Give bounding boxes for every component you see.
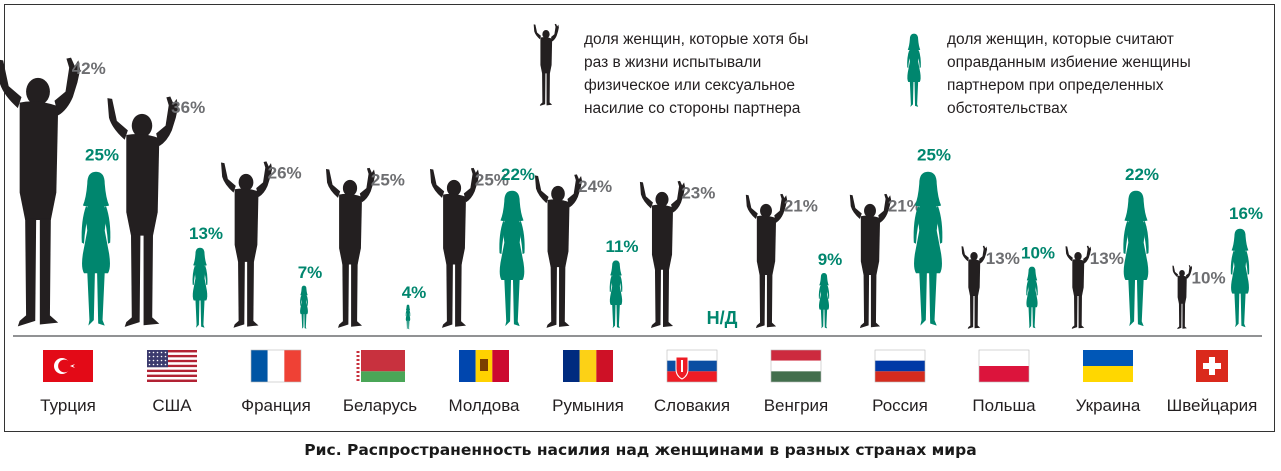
flag-slovakia-icon [666, 349, 718, 383]
data-label-violence-turkey: 42% [72, 59, 106, 78]
data-label-violence-russia: 21% [888, 196, 922, 215]
data-label-violence-ukraine: 13% [1090, 249, 1124, 268]
country-label-belarus: Беларусь [342, 396, 418, 415]
bar-justified-hungary [818, 273, 830, 329]
bar-justified-romania [609, 260, 623, 329]
flag-switzerland-icon [1196, 350, 1228, 382]
data-label-justified-moldova: 22% [501, 165, 535, 184]
bar-violence-belarus [325, 167, 376, 328]
flag-russia-icon [874, 349, 926, 383]
country-label-russia: Россия [872, 396, 928, 415]
bar-violence-hungary [745, 193, 788, 329]
flag-ukraine-icon [1083, 350, 1133, 382]
country-label-ukraine: Украина [1075, 396, 1141, 415]
bar-violence-moldova [429, 167, 480, 328]
country-label-france: Франция [241, 396, 311, 415]
data-label-violence-romania: 24% [578, 177, 612, 196]
bar-violence-turkey [0, 57, 81, 327]
data-label-violence-switzerland: 10% [1192, 269, 1226, 288]
bar-justified-usa [192, 247, 208, 328]
country-label-slovakia: Словакия [653, 396, 731, 415]
data-label-violence-slovakia: 23% [681, 183, 715, 202]
flag-romania-icon [563, 350, 613, 382]
bar-justified-belarus [405, 304, 411, 330]
country-label-moldova: Молдова [448, 396, 520, 415]
bar-justified-moldova [499, 190, 525, 327]
data-label-violence-moldova: 25% [475, 170, 509, 189]
flag-usa-icon [147, 350, 197, 382]
data-label-violence-poland: 13% [986, 249, 1020, 268]
flag-belarus-icon [355, 350, 405, 382]
data-label-justified-slovakia: Н/Д [707, 308, 738, 328]
chart-caption: Рис. Распространенность насилия над женщ… [304, 441, 977, 459]
flag-poland-icon [978, 349, 1030, 383]
data-label-justified-poland: 10% [1021, 244, 1055, 263]
legend-man-icon [533, 23, 559, 106]
country-label-poland: Польша [972, 396, 1036, 415]
data-label-justified-romania: 11% [605, 237, 638, 256]
data-label-justified-belarus: 4% [402, 283, 427, 302]
bar-justified-switzerland [1230, 228, 1250, 328]
data-label-violence-hungary: 21% [784, 196, 818, 215]
flag-turkey-icon [43, 350, 93, 382]
data-label-violence-france: 26% [268, 164, 302, 183]
data-label-violence-belarus: 25% [371, 170, 405, 189]
bar-violence-ukraine [1065, 245, 1092, 329]
bar-violence-poland [961, 245, 988, 329]
flag-france-icon [250, 349, 302, 383]
legend-item-violence: доля женщин, которые хотя бы раз в жизни… [584, 31, 809, 117]
data-label-violence-usa: 36% [171, 98, 205, 117]
country-label-hungary: Венгрия [763, 396, 829, 415]
bar-violence-romania [534, 174, 583, 328]
country-label-switzerland: Швейцария [1166, 396, 1258, 415]
data-label-justified-usa: 13% [189, 224, 223, 243]
bar-justified-ukraine [1123, 190, 1149, 327]
legend-item-justified: доля женщин, которые считают оправданным… [947, 31, 1191, 117]
bar-justified-poland [1026, 266, 1038, 329]
country-label-usa: США [152, 396, 192, 415]
data-label-justified-france: 7% [298, 263, 323, 282]
bar-violence-usa [107, 96, 179, 327]
bar-violence-switzerland [1172, 265, 1193, 330]
data-label-justified-hungary: 9% [818, 250, 843, 269]
bar-justified-russia [913, 171, 943, 326]
bar-violence-russia [849, 193, 892, 329]
bar-violence-slovakia [639, 180, 686, 328]
bar-violence-france [221, 161, 273, 328]
data-label-justified-russia: 25% [917, 145, 951, 164]
data-label-justified-ukraine: 22% [1125, 165, 1159, 184]
country-label-romania: Румыния [552, 396, 624, 415]
flag-moldova-icon [459, 350, 509, 382]
chart-frame [4, 4, 1275, 432]
legend-woman-icon [907, 33, 921, 107]
bar-justified-france [299, 285, 309, 329]
data-label-justified-switzerland: 16% [1229, 204, 1263, 223]
data-label-justified-turkey: 25% [85, 145, 119, 164]
country-label-turkey: Турция [40, 396, 96, 415]
bar-justified-turkey [81, 171, 111, 326]
flag-hungary-icon [770, 349, 822, 383]
